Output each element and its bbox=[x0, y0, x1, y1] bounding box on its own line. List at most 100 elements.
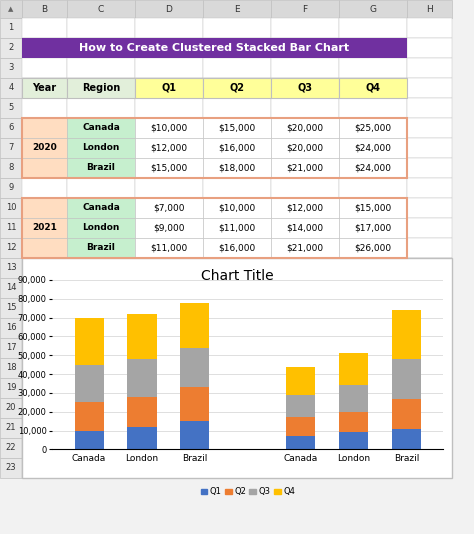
Bar bbox=[135, 38, 203, 58]
Bar bbox=[135, 338, 203, 358]
Bar bbox=[67, 158, 135, 178]
Bar bbox=[203, 258, 271, 278]
Bar bbox=[271, 238, 339, 258]
Text: 3: 3 bbox=[9, 64, 14, 73]
Bar bbox=[135, 118, 203, 138]
Bar bbox=[180, 387, 210, 421]
Bar bbox=[271, 458, 339, 478]
Bar bbox=[271, 238, 339, 258]
Bar bbox=[271, 138, 339, 158]
Bar bbox=[180, 421, 210, 450]
Bar bbox=[407, 458, 452, 478]
Text: $12,000: $12,000 bbox=[286, 203, 324, 213]
Bar bbox=[339, 118, 407, 138]
Bar bbox=[339, 458, 407, 478]
Bar bbox=[286, 436, 315, 450]
Bar bbox=[0, 178, 22, 198]
Bar bbox=[0, 358, 22, 378]
Bar bbox=[339, 178, 407, 198]
Bar bbox=[22, 238, 67, 258]
Bar bbox=[271, 338, 339, 358]
Bar bbox=[135, 218, 203, 238]
Text: 12: 12 bbox=[6, 244, 16, 253]
Bar bbox=[135, 438, 203, 458]
Text: 22: 22 bbox=[6, 444, 16, 452]
Bar bbox=[67, 338, 135, 358]
Bar bbox=[0, 378, 22, 398]
Bar bbox=[67, 378, 135, 398]
Text: 11: 11 bbox=[6, 224, 16, 232]
Bar bbox=[271, 38, 339, 58]
Bar bbox=[203, 238, 271, 258]
Bar bbox=[22, 458, 67, 478]
Text: $24,000: $24,000 bbox=[355, 144, 392, 153]
Bar bbox=[22, 278, 67, 298]
Bar bbox=[339, 298, 407, 318]
Text: 8: 8 bbox=[9, 163, 14, 172]
Bar bbox=[22, 438, 67, 458]
Bar bbox=[286, 418, 315, 436]
Bar bbox=[67, 258, 135, 278]
Bar bbox=[22, 138, 67, 158]
Bar bbox=[271, 298, 339, 318]
Text: Region: Region bbox=[82, 83, 120, 93]
Text: 9: 9 bbox=[9, 184, 14, 192]
Bar bbox=[203, 118, 271, 138]
Bar bbox=[67, 38, 135, 58]
Text: 23: 23 bbox=[6, 464, 16, 473]
Bar bbox=[67, 118, 135, 138]
Bar bbox=[22, 138, 67, 158]
Bar bbox=[74, 430, 104, 450]
Bar bbox=[339, 412, 368, 433]
Bar bbox=[271, 158, 339, 178]
Bar bbox=[0, 118, 22, 138]
Bar bbox=[67, 158, 135, 178]
Bar bbox=[407, 38, 452, 58]
Text: ▲: ▲ bbox=[9, 6, 14, 12]
Bar bbox=[407, 18, 452, 38]
Bar bbox=[135, 258, 203, 278]
Bar bbox=[22, 218, 67, 238]
Bar bbox=[67, 98, 135, 118]
Bar bbox=[135, 118, 203, 138]
Bar bbox=[135, 98, 203, 118]
Bar bbox=[135, 398, 203, 418]
Text: C: C bbox=[98, 4, 104, 13]
Bar bbox=[392, 398, 421, 429]
Bar bbox=[22, 338, 67, 358]
Bar bbox=[339, 58, 407, 78]
Bar bbox=[407, 418, 452, 438]
Text: 6: 6 bbox=[9, 123, 14, 132]
Bar bbox=[135, 58, 203, 78]
Text: Year: Year bbox=[32, 83, 56, 93]
Bar bbox=[128, 427, 156, 450]
Bar bbox=[0, 158, 22, 178]
Bar bbox=[392, 359, 421, 398]
Text: 10: 10 bbox=[6, 203, 16, 213]
Bar bbox=[135, 278, 203, 298]
Bar bbox=[135, 358, 203, 378]
Bar bbox=[180, 348, 210, 387]
Bar bbox=[67, 238, 135, 258]
Bar bbox=[22, 378, 67, 398]
Bar bbox=[271, 198, 339, 218]
Text: 15: 15 bbox=[6, 303, 16, 312]
Text: $21,000: $21,000 bbox=[286, 163, 324, 172]
Bar bbox=[22, 58, 67, 78]
Bar bbox=[67, 238, 135, 258]
Bar bbox=[22, 198, 67, 218]
Bar bbox=[0, 318, 22, 338]
Text: 7: 7 bbox=[9, 144, 14, 153]
Bar bbox=[135, 198, 203, 218]
Bar bbox=[339, 78, 407, 98]
Bar bbox=[407, 278, 452, 298]
Bar bbox=[339, 358, 407, 378]
Bar bbox=[0, 278, 22, 298]
Bar bbox=[203, 58, 271, 78]
Bar bbox=[135, 298, 203, 318]
Bar bbox=[203, 398, 271, 418]
Bar bbox=[271, 178, 339, 198]
Bar bbox=[271, 78, 339, 98]
Bar bbox=[22, 158, 67, 178]
Bar bbox=[271, 18, 339, 38]
